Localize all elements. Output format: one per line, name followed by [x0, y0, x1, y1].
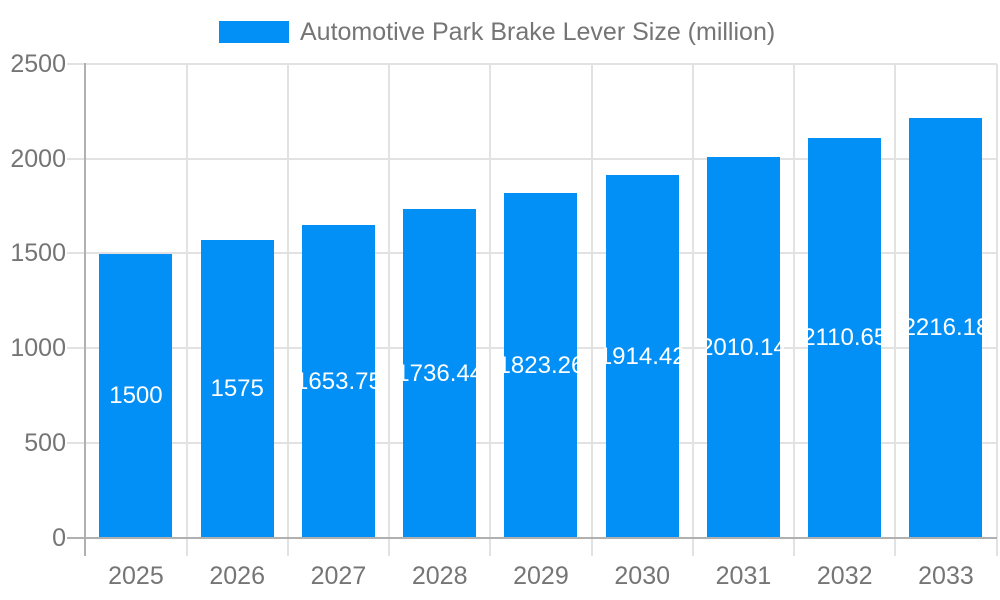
x-gridline: [995, 64, 998, 538]
bar[interactable]: 2216.18: [903, 118, 989, 538]
x-axis-tick-label: 2033: [918, 562, 974, 590]
x-axis-tick-label: 2032: [816, 562, 873, 590]
bar[interactable]: 1736.44: [396, 209, 483, 538]
x-axis-tick: [185, 538, 188, 556]
bar-value-label: 1736.44: [396, 359, 484, 387]
x-gridline: [489, 64, 492, 538]
bar[interactable]: 1500: [99, 254, 173, 538]
x-gridline: [793, 64, 796, 538]
y-axis-tick-label: 1000: [10, 334, 66, 363]
bar-value-label: 1653.75: [295, 367, 382, 395]
bar[interactable]: 1575: [200, 240, 274, 538]
bar-value-label: 2010.14: [700, 333, 787, 361]
x-axis-tick: [286, 538, 289, 556]
legend: Automotive Park Brake Lever Size (millio…: [219, 17, 776, 46]
y-axis-tick-label: 500: [24, 428, 66, 457]
x-axis-tick-label: 2030: [614, 562, 671, 590]
y-axis-tick-label: 2500: [10, 50, 66, 78]
bar[interactable]: 2110.65: [802, 138, 887, 538]
x-axis-tick: [894, 538, 897, 556]
x-axis-line: [67, 536, 997, 539]
x-axis-tick: [691, 538, 694, 556]
y-axis-tick-label: 0: [52, 523, 66, 552]
chart-title: Automotive Park Brake Lever Size (millio…: [300, 17, 776, 46]
y-axis-tick-label: 2000: [10, 144, 66, 173]
x-axis-tick: [793, 538, 796, 556]
bar[interactable]: 1914.42: [599, 175, 686, 538]
x-gridline: [894, 64, 897, 538]
bar-value-label: 1914.42: [598, 342, 686, 370]
x-gridline: [286, 64, 289, 538]
legend-swatch: [219, 21, 289, 43]
y-axis-line: [84, 63, 87, 556]
bar[interactable]: 2010.14: [700, 157, 787, 538]
y-axis-tick-label: 1500: [10, 239, 66, 268]
y-gridline: [67, 63, 997, 65]
x-axis-tick-label: 2031: [715, 562, 772, 590]
x-gridline: [185, 64, 188, 538]
x-axis-tick-label: 2028: [411, 562, 468, 590]
x-axis-tick: [590, 538, 593, 556]
x-axis-tick: [489, 538, 492, 556]
bar[interactable]: 1823.26: [498, 193, 584, 538]
bar-value-label: 1500: [109, 382, 163, 409]
bar[interactable]: 1653.75: [295, 225, 382, 538]
x-gridline: [590, 64, 593, 538]
x-axis-tick-label: 2029: [513, 562, 569, 590]
y-gridline: [67, 157, 997, 160]
bar-value-label: 1823.26: [497, 351, 585, 379]
bar-value-label: 1575: [210, 375, 264, 402]
x-gridline: [388, 64, 391, 538]
x-axis-tick-label: 2025: [108, 562, 164, 590]
x-axis-tick-label: 2027: [310, 562, 367, 590]
x-axis-tick: [995, 538, 998, 556]
bar-value-label: 2110.65: [802, 324, 888, 351]
x-axis-tick: [388, 538, 391, 556]
x-axis-tick-label: 2026: [209, 562, 265, 590]
bar-value-label: 2216.18: [902, 314, 990, 341]
x-gridline: [691, 64, 694, 538]
